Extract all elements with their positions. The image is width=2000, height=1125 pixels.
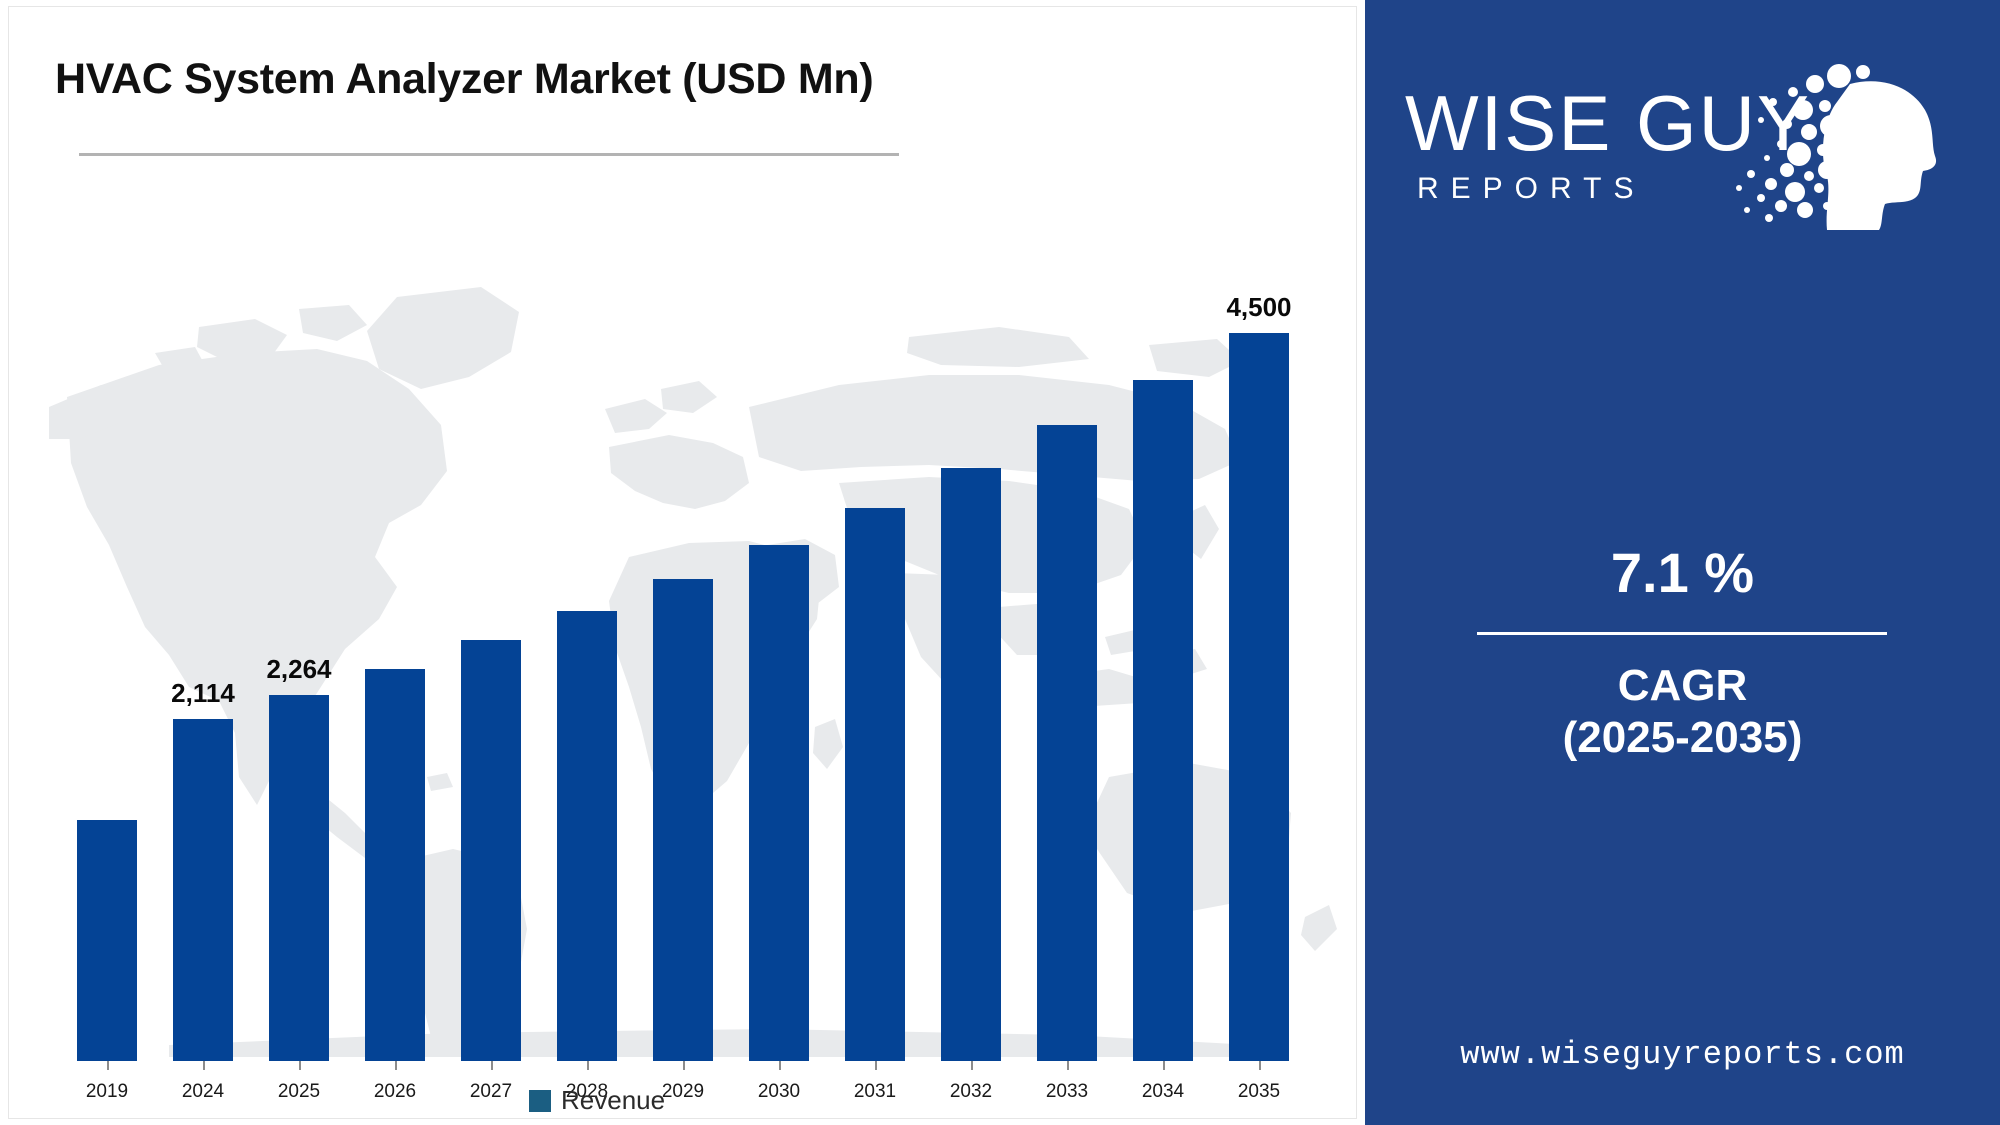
x-label-2034: 2034 <box>1141 1081 1185 1102</box>
bar-slot-2024[interactable]: 2,114 2024 <box>171 207 235 1102</box>
tick-2027 <box>491 1061 493 1070</box>
wiseguyreports-logo: WISE GUY REPORTS <box>1395 58 1975 233</box>
tick-2026 <box>395 1061 397 1070</box>
bar-2025[interactable] <box>269 695 329 1061</box>
bar-slot-2035[interactable]: 4,500 2035 <box>1226 207 1291 1102</box>
cagr-label-line1: CAGR <box>1617 661 1748 710</box>
bar-slot-2026[interactable]: 2026 <box>365 207 425 1102</box>
x-label-2031: 2031 <box>853 1081 897 1102</box>
x-label-2030: 2030 <box>757 1081 801 1102</box>
tick-2024 <box>203 1061 205 1070</box>
bar-slot-2027[interactable]: 2027 <box>461 207 521 1102</box>
chart-title: HVAC System Analyzer Market (USD Mn) <box>55 55 874 103</box>
bar-slot-2025[interactable]: 2,264 2025 <box>266 207 331 1102</box>
x-label-2029: 2029 <box>661 1081 705 1102</box>
x-label-2026: 2026 <box>373 1081 417 1102</box>
bar-2032[interactable] <box>941 468 1001 1061</box>
tick-2030 <box>779 1061 781 1070</box>
x-label-2027: 2027 <box>469 1081 513 1102</box>
bar-2030[interactable] <box>749 545 809 1061</box>
bar-slot-2031[interactable]: 2031 <box>845 207 905 1102</box>
legend-label-revenue: Revenue <box>561 1085 666 1115</box>
tick-2025 <box>299 1061 301 1070</box>
tick-2033 <box>1067 1061 1069 1070</box>
tick-2019 <box>107 1061 109 1070</box>
x-label-2033: 2033 <box>1045 1081 1089 1102</box>
cagr-divider <box>1477 632 1887 635</box>
x-label-2025: 2025 <box>277 1081 321 1102</box>
x-label-2019: 2019 <box>85 1081 129 1102</box>
value-label-2025: 2,264 <box>266 654 332 684</box>
bar-2024[interactable] <box>173 719 233 1061</box>
x-label-2024: 2024 <box>181 1081 225 1102</box>
tick-2035 <box>1259 1061 1261 1070</box>
chart-panel: HVAC System Analyzer Market (USD Mn) <box>8 6 1357 1119</box>
tick-2029 <box>683 1061 685 1070</box>
value-label-2035: 4,500 <box>1226 292 1292 322</box>
value-label-2024: 2,114 <box>171 678 235 708</box>
bar-slot-2032[interactable]: 2032 <box>941 207 1001 1102</box>
bar-2026[interactable] <box>365 669 425 1061</box>
bar-2029[interactable] <box>653 579 713 1061</box>
chart-legend[interactable]: Revenue <box>529 1085 665 1116</box>
title-divider <box>79 153 899 156</box>
cagr-label: CAGR (2025-2035) <box>1365 660 2000 764</box>
bar-slot-2033[interactable]: 2033 <box>1037 207 1097 1102</box>
cagr-value: 7.1 % <box>1610 541 1755 604</box>
tick-2032 <box>971 1061 973 1070</box>
svg-text:WISE GUY: WISE GUY <box>1405 79 1811 167</box>
legend-swatch-revenue <box>529 1089 551 1112</box>
svg-text:REPORTS: REPORTS <box>1417 172 1645 205</box>
bar-slot-2029[interactable]: 2029 <box>653 207 713 1102</box>
bar-2027[interactable] <box>461 640 521 1061</box>
bar-slot-2028[interactable]: 2028 <box>557 207 617 1102</box>
bar-2034[interactable] <box>1133 380 1193 1061</box>
tick-2028 <box>587 1061 589 1070</box>
bar-slot-2034[interactable]: 2034 <box>1133 207 1193 1102</box>
bar-2019[interactable] <box>77 820 137 1061</box>
bar-slot-2019[interactable]: 2019 <box>77 207 137 1102</box>
x-label-2035: 2035 <box>1237 1081 1281 1102</box>
bar-2028[interactable] <box>557 611 617 1061</box>
bar-chart-plot: 2019 2,114 2024 2,264 2025 2026 <box>49 207 1349 1102</box>
bar-slot-2030[interactable]: 2030 <box>749 207 809 1102</box>
tick-2031 <box>875 1061 877 1070</box>
bar-2033[interactable] <box>1037 425 1097 1061</box>
bar-2031[interactable] <box>845 508 905 1061</box>
x-label-2028: 2028 <box>565 1081 609 1102</box>
brand-panel: WISE GUY REPORTS <box>1365 0 2000 1125</box>
website-url[interactable]: www.wiseguyreports.com <box>1460 1036 1905 1073</box>
cagr-label-line2: (2025-2035) <box>1562 712 1803 762</box>
x-label-2032: 2032 <box>949 1081 993 1102</box>
bar-2035[interactable] <box>1229 333 1289 1061</box>
tick-2034 <box>1163 1061 1165 1070</box>
